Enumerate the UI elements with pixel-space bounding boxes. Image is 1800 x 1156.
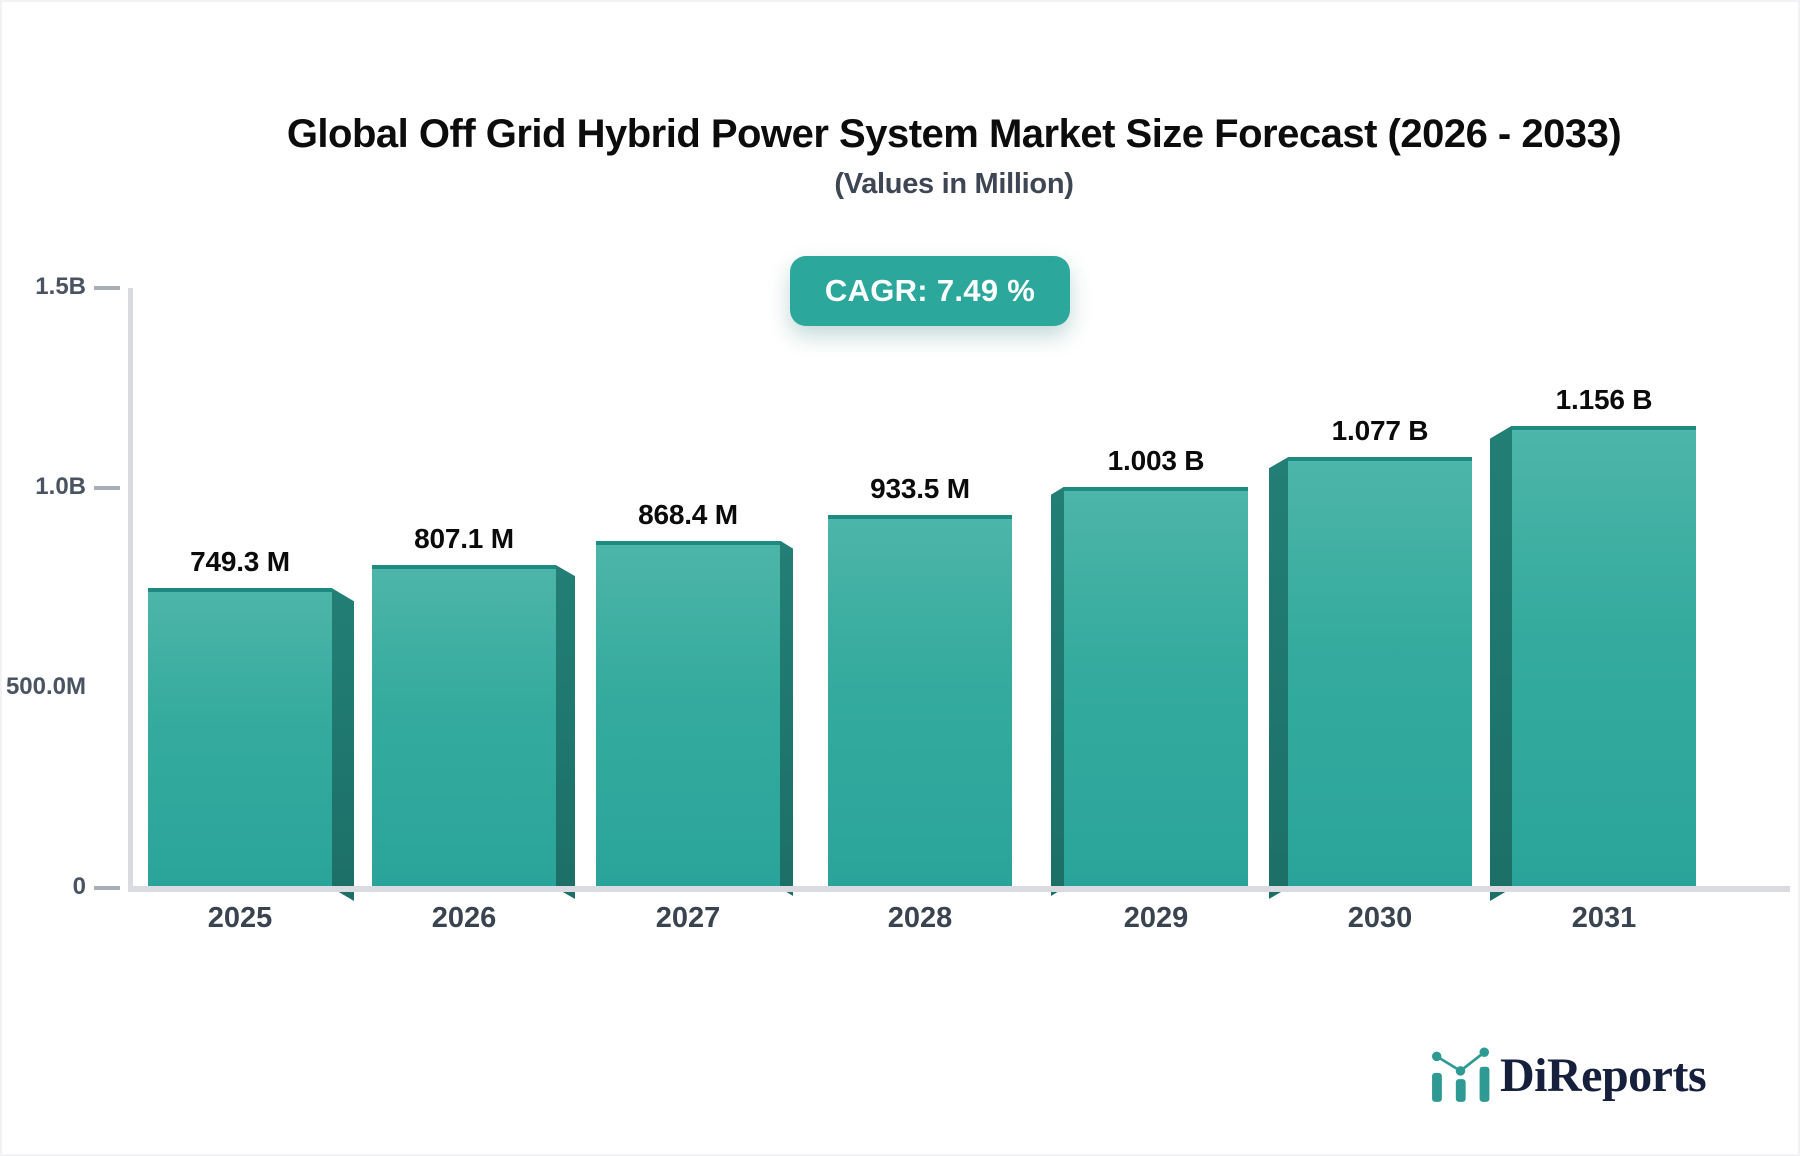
bar-side-face — [780, 541, 793, 896]
bar-value-label: 868.4 M — [638, 498, 738, 530]
cagr-badge: CAGR: 7.49 % — [790, 256, 1070, 326]
x-tick-label: 2025 — [207, 902, 273, 934]
bar-2026 — [372, 565, 556, 888]
y-tick-label: 0 — [72, 873, 86, 900]
x-tick-label: 2031 — [1571, 902, 1637, 934]
bar-2025 — [148, 588, 332, 888]
bar-value-label: 1.077 B — [1331, 415, 1429, 447]
cagr-badge-label: CAGR: 7.49 % — [824, 273, 1036, 308]
x-tick-label: 2030 — [1347, 902, 1413, 934]
bar-value-label: 807.1 M — [414, 523, 514, 555]
bar-2028 — [828, 514, 1012, 888]
bar-side-face — [1051, 487, 1064, 896]
bar-side-face — [1490, 426, 1512, 901]
y-tick-label: 1.0B — [35, 473, 86, 500]
bar-2029 — [1064, 486, 1248, 888]
bar-value-label: 1.003 B — [1107, 444, 1205, 476]
x-tick-label: 2028 — [887, 902, 953, 934]
bar-side-face — [332, 588, 354, 901]
header: Global Off Grid Hybrid Power System Mark… — [118, 110, 1790, 201]
bar-2031 — [1512, 425, 1696, 888]
page-title: Global Off Grid Hybrid Power System Mark… — [286, 112, 1622, 156]
bar-value-label: 1.156 B — [1555, 383, 1653, 415]
bar-2030 — [1288, 457, 1472, 888]
bar-side-face — [1269, 457, 1288, 899]
page-subtitle: (Values in Million) — [834, 168, 1074, 200]
y-tick-label: 500.0M — [5, 673, 86, 700]
y-axis-line — [128, 288, 133, 888]
x-tick-label: 2026 — [431, 902, 497, 934]
y-tick — [94, 286, 120, 290]
bar-value-label: 933.5 M — [870, 472, 970, 504]
y-tick — [94, 886, 120, 890]
x-axis-line — [128, 886, 1790, 892]
logo-text: DiReports — [1500, 1048, 1707, 1102]
bar-chart-logo-icon — [1431, 1047, 1490, 1102]
x-tick-label: 2027 — [655, 902, 721, 934]
y-tick — [94, 486, 120, 490]
x-tick-label: 2029 — [1123, 902, 1189, 934]
y-tick-label: 1.5B — [35, 273, 86, 300]
bar-2027 — [596, 540, 780, 888]
bar-value-label: 749.3 M — [190, 546, 290, 578]
bar-side-face — [556, 565, 575, 899]
brand-logo: DiReports — [1430, 1044, 1707, 1106]
